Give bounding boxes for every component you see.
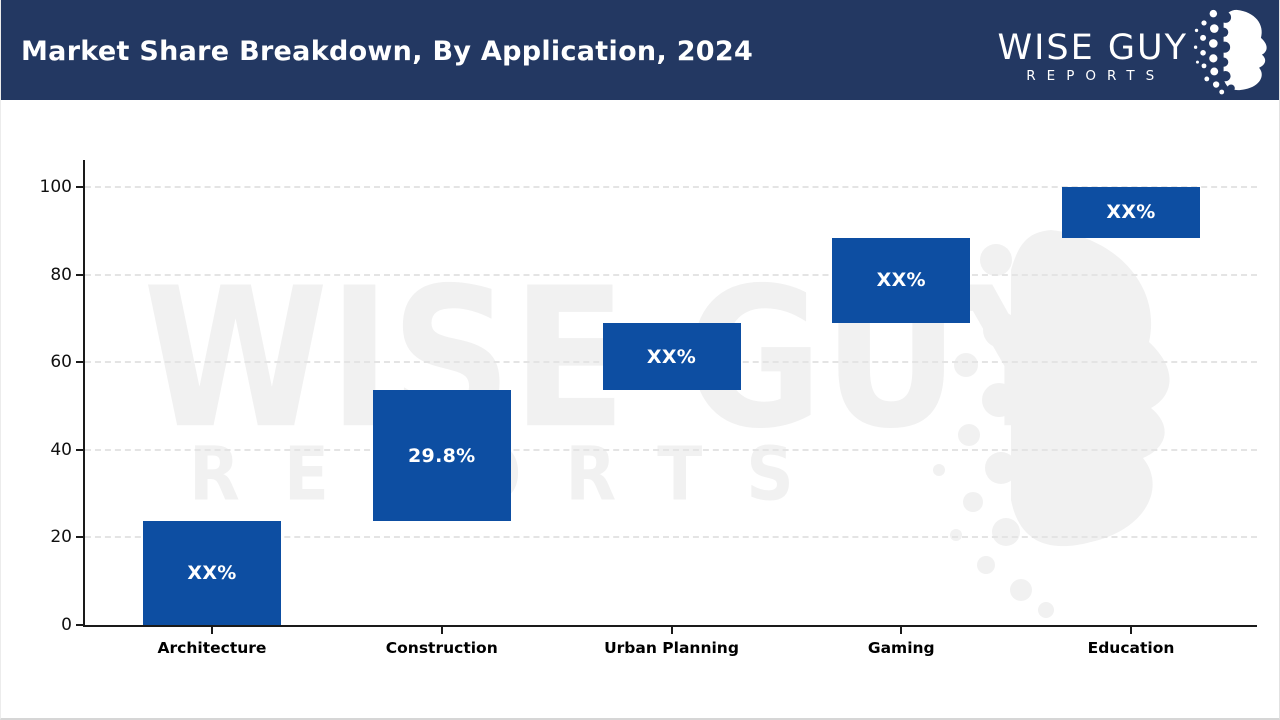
- ytick-mark-20: [76, 536, 83, 539]
- xtick-mark-gaming: [900, 627, 903, 634]
- bar-education: XX%: [1062, 187, 1200, 238]
- bar-value-label-education: XX%: [1106, 201, 1156, 224]
- category-label-urban-planning: Urban Planning: [604, 639, 739, 657]
- ytick-mark-100: [76, 186, 83, 189]
- logo-subtitle: REPORTS: [1026, 67, 1166, 84]
- header-bar: Market Share Breakdown, By Application, …: [1, 0, 1279, 100]
- logo-wordmark: WISE GUY: [997, 27, 1188, 68]
- bar-construction: 29.8%: [372, 390, 511, 521]
- gridline-100: [85, 186, 1257, 189]
- logo-face-icon: [1193, 9, 1267, 95]
- ytick-label-20: 20: [50, 527, 72, 548]
- ytick-mark-60: [76, 361, 83, 364]
- ytick-mark-0: [76, 624, 83, 626]
- bar-architecture: XX%: [143, 520, 281, 625]
- ytick-label-60: 60: [50, 352, 72, 373]
- ytick-mark-80: [76, 273, 83, 276]
- ytick-label-40: 40: [50, 439, 72, 460]
- bar-value-label-gaming: XX%: [876, 269, 926, 292]
- xtick-mark-education: [1130, 627, 1132, 634]
- gridline-80: [85, 273, 1257, 276]
- xtick-mark-architecture: [211, 627, 213, 634]
- ytick-label-0: 0: [61, 615, 72, 635]
- ytick-mark-40: [76, 448, 83, 451]
- logo-text: WISE GUY REPORTS: [997, 27, 1188, 84]
- gridline-40: [85, 448, 1257, 451]
- xtick-mark-construction: [440, 627, 443, 634]
- gridline-20: [85, 536, 1257, 539]
- category-label-architecture: Architecture: [157, 639, 267, 657]
- category-label-construction: Construction: [385, 639, 498, 657]
- x-axis-line: [83, 625, 1257, 627]
- y-axis-line: [83, 160, 85, 627]
- ytick-label-80: 80: [50, 264, 72, 285]
- page-title: Market Share Breakdown, By Application, …: [21, 36, 754, 67]
- bar-value-label-urban-planning: XX%: [646, 345, 697, 368]
- bar-value-label-architecture: XX%: [187, 561, 237, 584]
- wiseguy-logo: WISE GUY REPORTS: [997, 4, 1274, 96]
- category-label-gaming: Gaming: [867, 639, 935, 657]
- category-label-education: Education: [1087, 639, 1175, 657]
- ytick-label-100: 100: [39, 177, 72, 198]
- bar-urban-planning: XX%: [602, 322, 741, 391]
- bar-value-label-construction: 29.8%: [408, 444, 476, 467]
- xtick-mark-urban-planning: [670, 627, 673, 634]
- bar-gaming: XX%: [832, 237, 971, 323]
